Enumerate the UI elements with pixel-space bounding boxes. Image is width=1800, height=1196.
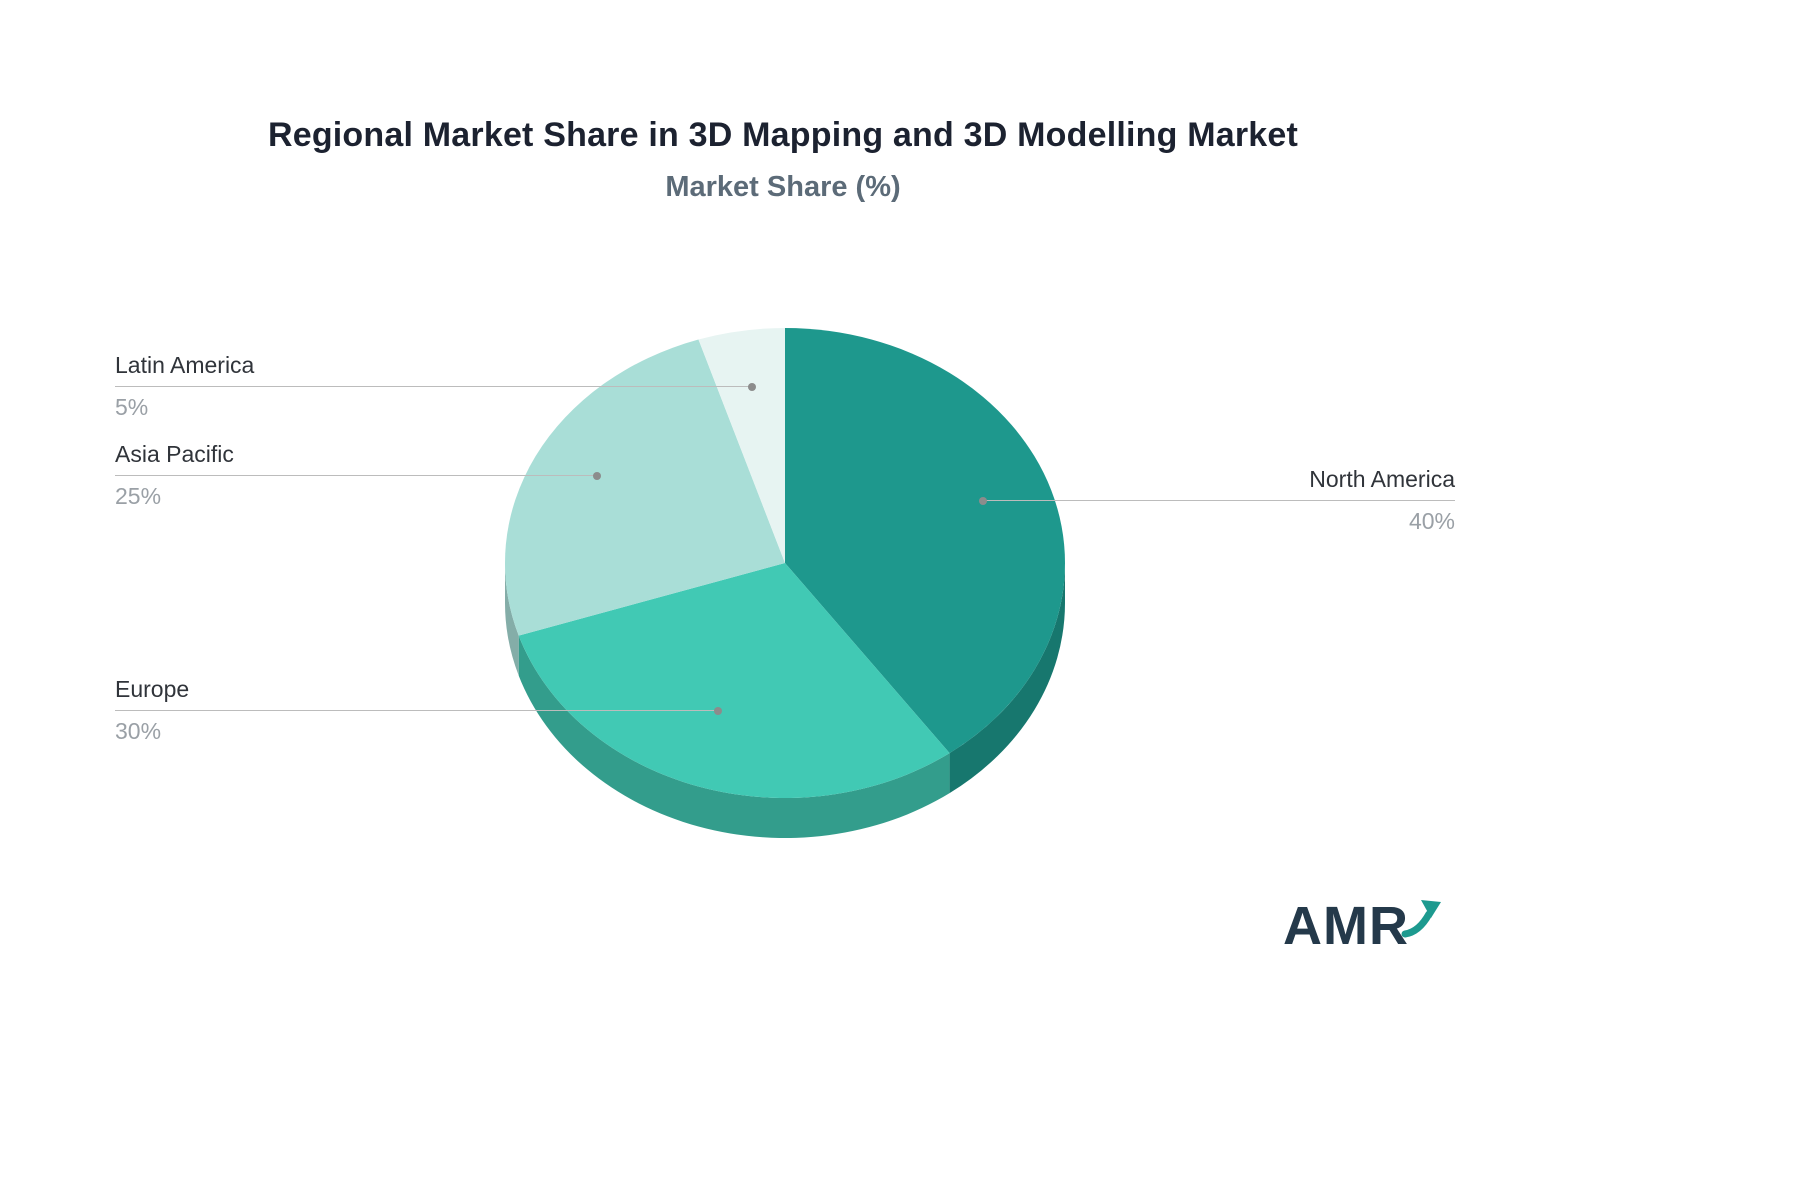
slice-label: North America [1309,466,1455,492]
slice-callout-asia-pacific: Asia Pacific 25% [115,441,601,510]
logo-arrow-icon [1401,900,1441,938]
chart-title: Regional Market Share in 3D Mapping and … [267,116,1299,154]
amr-logo: AMR [1283,893,1443,959]
slice-callout-europe: Europe 30% [115,676,722,745]
leader-line [115,382,756,391]
slice-callout-latin-america: Latin America 5% [115,352,756,421]
slice-label: Europe [115,676,190,702]
slice-value: 30% [115,718,162,744]
slice-value: 25% [115,483,162,509]
leader-dot [979,496,987,505]
slice-callout-north-america: North America 40% [979,466,1455,535]
slice-value: 5% [115,394,149,420]
leader-line [115,706,722,715]
leader-dot [748,382,756,391]
pie-chart [495,318,1075,858]
slice-value: 40% [1408,508,1455,534]
pie-chart-svg [505,328,1065,838]
chart-subtitle: Market Share (%) [665,171,901,203]
leader-dot [714,706,722,715]
leader-dot [593,471,601,480]
slice-label: Latin America [115,352,255,378]
slice-label: Asia Pacific [115,441,234,467]
leader-line [115,471,601,480]
leader-line [979,496,1455,505]
chart-header: Regional Market Share in 3D Mapping and … [0,116,1566,204]
amr-logo-text: AMR [1283,896,1409,956]
